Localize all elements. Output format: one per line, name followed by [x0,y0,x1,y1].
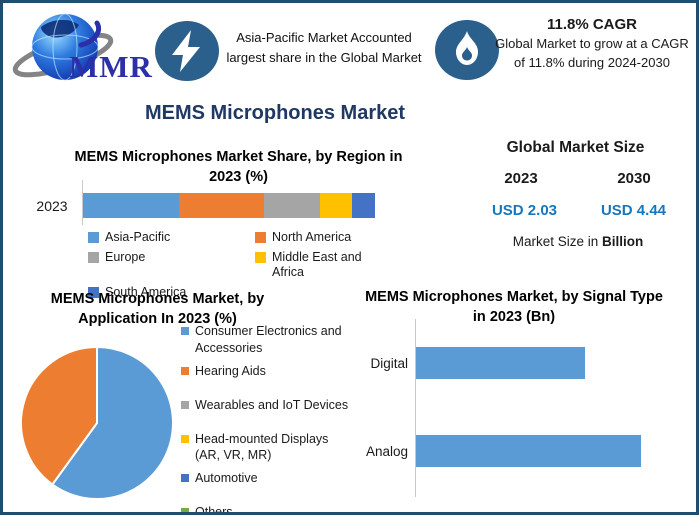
legend-label: Hearing Aids [195,363,266,378]
market-size-title: Global Market Size [506,139,645,156]
market-size-note: Market Size in Billion [478,234,678,249]
market-size-year-2023: 2023 [504,170,538,187]
legend-swatch-icon [181,400,189,409]
signal-bar-chart: Digital Analog [358,319,696,497]
legend-item-europe: Europe [88,250,255,281]
legend-item-hearing-aids: Hearing Aids [181,363,353,380]
signal-row-analog: Analog [358,435,641,467]
legend-swatch-icon [181,474,189,483]
bar-segment-north-america [179,193,265,218]
bar-segment-asia-pacific [83,193,180,218]
legend-label: North America [272,230,352,244]
legend-label: Automotive [195,471,258,486]
flame-icon [435,20,499,80]
pie-slice-hearing [20,346,98,486]
legend-item-wearables-and-iot-devices: Wearables and IoT Devices [181,397,353,414]
region-category-label: 2023 [36,198,68,214]
mmr-logo: MMR [11,9,161,95]
signal-chart-title: MEMS Microphones Market, by Signal Type … [365,289,663,325]
application-pie-chart [20,346,174,500]
legend-swatch-icon [181,434,189,443]
market-size-note-unit: Billion [602,234,644,249]
legend-item-others: Others [181,504,353,515]
legend-swatch-icon [88,251,99,263]
signal-row-digital: Digital [358,347,585,379]
legend-item-consumer-electronics-and-accessories: Consumer Electronics and Accessories [181,323,353,357]
signal-category-label: Digital [370,355,408,371]
region-stacked-bar [83,193,375,218]
legend-label: Head-mounted Displays (AR, VR, MR) [195,431,329,463]
region-chart-title: MEMS Microphones Market Share, by Region… [74,149,403,185]
legend-swatch-icon [255,251,266,263]
legend-item-automotive: Automotive [181,470,353,487]
market-size-year-2030: 2030 [617,170,651,187]
signal-bar-analog [416,435,641,467]
signal-bar-digital [416,347,585,379]
lightning-bolt-icon [155,21,219,81]
cagr-body: Global Market to grow at a CAGR of 11.8%… [495,36,689,70]
market-size-note-prefix: Market Size in [512,234,603,249]
bar-segment-south-america [351,193,375,218]
legend-item-head-mounted-displays-ar-vr-mr-: Head-mounted Displays (AR, VR, MR) [181,431,353,465]
highlight-icon-wrap [154,20,220,87]
legend-item-south-america: South America [88,285,255,301]
legend-label: Middle East and Africa [272,249,362,280]
legend-label: Wearables and IoT Devices [195,397,349,412]
cagr-block: 11.8% CAGR Global Market to grow at a CA… [489,16,695,73]
market-size-value-2030: USD 4.44 [600,202,667,219]
legend-item-middle-east-and-africa: Middle East and Africa [255,250,393,281]
legend-item-north-america: North America [255,230,393,246]
legend-label: Europe [105,249,146,264]
market-size-value-2023: USD 2.03 [491,202,558,219]
cagr-title: 11.8% CAGR [546,16,638,33]
signal-category-label: Analog [365,443,408,459]
legend-swatch-icon [255,232,266,243]
mmr-globe-icon [12,13,114,81]
bar-segment-middle-east-and-africa [319,193,352,218]
legend-label: Consumer Electronics and Accessories [195,324,342,355]
legend-label: South America [105,284,187,299]
cagr-icon-wrap [434,19,500,86]
legend-swatch-icon [88,232,99,243]
application-chart-title: MEMS Microphones Market, by Application … [50,291,265,327]
highlight-text: Asia-Pacific Market Accounted largest sh… [226,30,422,65]
logo-text: MMR [69,49,153,84]
region-legend: Asia-Pacific North America Europe Middle Ea… [88,230,393,301]
legend-swatch-icon [181,327,189,335]
legend-swatch-icon [181,508,189,512]
legend-item-asia-pacific: Asia-Pacific [88,230,255,246]
pie-slice-consumer [51,346,174,500]
signal-chart-axis [415,319,416,497]
page-title: MEMS Microphones Market [144,102,406,124]
legend-swatch-icon [88,286,99,298]
legend-label: Asia-Pacific [105,230,171,244]
application-legend: Consumer Electronics and Accessories Hear… [181,323,353,515]
bar-segment-europe [264,193,320,218]
legend-label: Others [195,505,233,515]
region-chart-axis [82,180,83,225]
legend-swatch-icon [181,366,189,375]
